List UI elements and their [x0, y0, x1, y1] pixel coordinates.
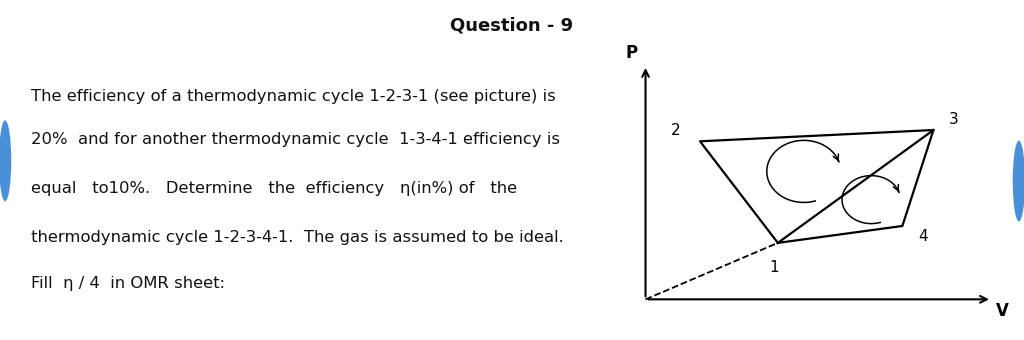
Text: 2: 2: [671, 123, 681, 138]
Text: The efficiency of a thermodynamic cycle 1-2-3-1 (see picture) is: The efficiency of a thermodynamic cycle …: [31, 88, 555, 104]
Text: equal   to10%.   Determine   the  efficiency   η(in%) of   the: equal to10%. Determine the efficiency η(…: [31, 181, 517, 196]
Text: thermodynamic cycle 1-2-3-4-1.  The gas is assumed to be ideal.: thermodynamic cycle 1-2-3-4-1. The gas i…: [31, 230, 563, 245]
Text: 20%  and for another thermodynamic cycle  1-3-4-1 efficiency is: 20% and for another thermodynamic cycle …: [31, 132, 560, 147]
Ellipse shape: [1013, 141, 1024, 222]
Text: 4: 4: [918, 229, 928, 244]
Text: Fill  η / 4  in OMR sheet:: Fill η / 4 in OMR sheet:: [31, 276, 224, 291]
Text: Question - 9: Question - 9: [451, 17, 573, 34]
Text: 1: 1: [769, 260, 778, 275]
Text: 3: 3: [949, 112, 958, 127]
Text: V: V: [995, 302, 1009, 320]
Ellipse shape: [0, 120, 11, 201]
Text: P: P: [626, 44, 638, 62]
